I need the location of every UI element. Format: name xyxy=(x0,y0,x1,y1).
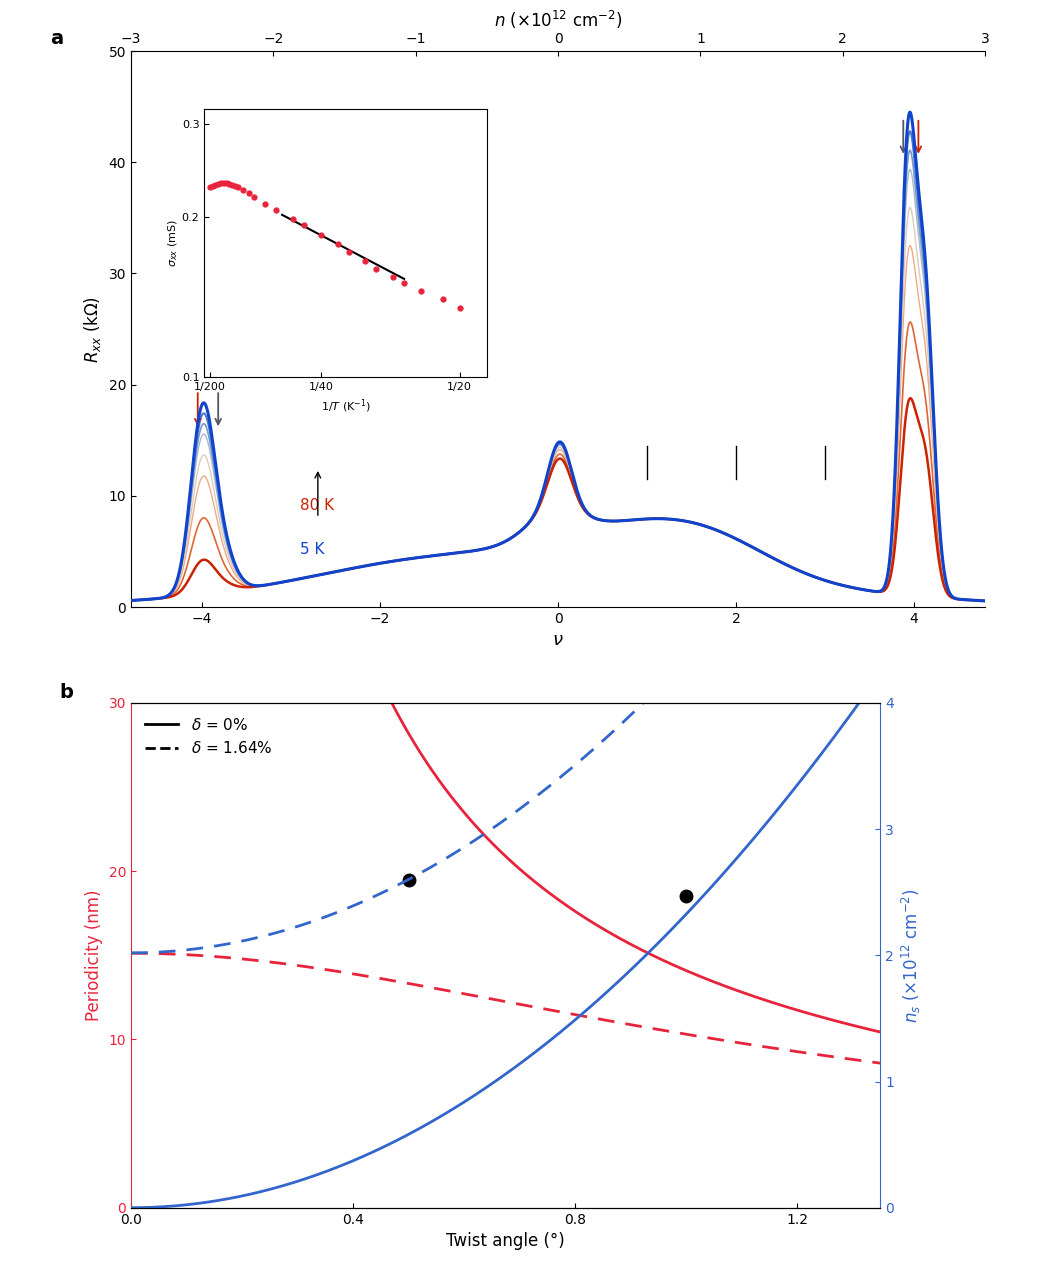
Legend: $\delta$ = 0%, $\delta$ = 1.64%: $\delta$ = 0%, $\delta$ = 1.64% xyxy=(138,711,278,763)
X-axis label: $1/T$ (K$^{-1}$): $1/T$ (K$^{-1}$) xyxy=(321,397,371,415)
Text: b: b xyxy=(60,682,73,702)
Y-axis label: $R_{xx}$ (k$\Omega$): $R_{xx}$ (k$\Omega$) xyxy=(82,295,103,363)
X-axis label: Twist angle (°): Twist angle (°) xyxy=(446,1232,565,1250)
X-axis label: $\nu$: $\nu$ xyxy=(552,631,564,649)
Y-axis label: Periodicity (nm): Periodicity (nm) xyxy=(85,889,103,1021)
Text: 5 K: 5 K xyxy=(300,542,325,557)
Y-axis label: $\sigma_{xx}$ (mS): $\sigma_{xx}$ (mS) xyxy=(167,219,180,267)
Text: 80 K: 80 K xyxy=(300,497,334,512)
Y-axis label: $n_s$ ($\times$10$^{12}$ cm$^{-2}$): $n_s$ ($\times$10$^{12}$ cm$^{-2}$) xyxy=(899,888,922,1022)
Text: a: a xyxy=(50,29,63,47)
X-axis label: $n$ ($\times$10$^{12}$ cm$^{-2}$): $n$ ($\times$10$^{12}$ cm$^{-2}$) xyxy=(494,9,623,31)
